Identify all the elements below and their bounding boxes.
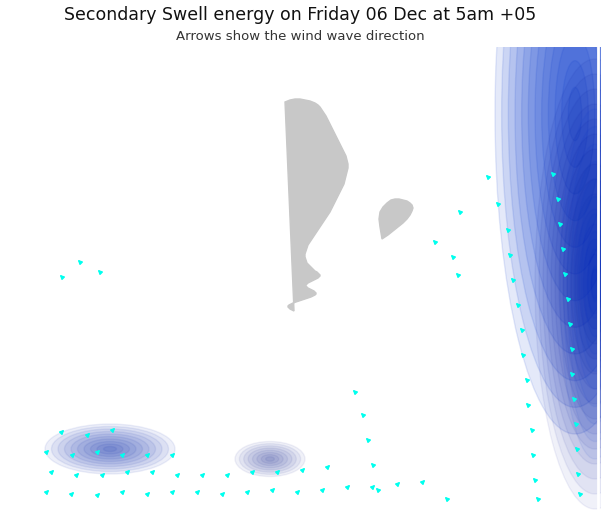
Ellipse shape xyxy=(78,436,142,462)
Ellipse shape xyxy=(84,439,136,459)
Ellipse shape xyxy=(585,231,601,337)
Ellipse shape xyxy=(502,0,601,407)
Ellipse shape xyxy=(571,194,601,374)
Ellipse shape xyxy=(266,457,275,461)
Ellipse shape xyxy=(559,149,601,419)
Ellipse shape xyxy=(564,126,601,442)
Ellipse shape xyxy=(71,434,149,464)
Ellipse shape xyxy=(58,429,162,469)
Ellipse shape xyxy=(551,119,601,449)
Ellipse shape xyxy=(508,0,601,381)
Ellipse shape xyxy=(257,452,283,466)
Ellipse shape xyxy=(555,134,601,434)
Ellipse shape xyxy=(543,89,601,479)
Ellipse shape xyxy=(45,424,175,474)
Ellipse shape xyxy=(579,224,601,344)
Ellipse shape xyxy=(562,61,588,168)
Ellipse shape xyxy=(547,104,601,464)
Ellipse shape xyxy=(542,0,601,247)
Ellipse shape xyxy=(588,249,601,319)
Ellipse shape xyxy=(591,266,599,302)
Polygon shape xyxy=(379,199,413,239)
Ellipse shape xyxy=(548,7,601,221)
Ellipse shape xyxy=(587,254,601,314)
Ellipse shape xyxy=(535,59,601,509)
Ellipse shape xyxy=(261,454,279,464)
Ellipse shape xyxy=(528,0,601,301)
Ellipse shape xyxy=(563,164,601,404)
Ellipse shape xyxy=(244,446,296,472)
Ellipse shape xyxy=(522,0,601,327)
Ellipse shape xyxy=(591,269,599,299)
Ellipse shape xyxy=(578,196,601,372)
Ellipse shape xyxy=(560,109,601,459)
Ellipse shape xyxy=(495,0,601,434)
Ellipse shape xyxy=(574,179,601,389)
Ellipse shape xyxy=(52,427,168,471)
Ellipse shape xyxy=(239,444,300,474)
Ellipse shape xyxy=(91,442,129,456)
Ellipse shape xyxy=(252,450,287,468)
Ellipse shape xyxy=(248,448,292,470)
Ellipse shape xyxy=(567,179,601,389)
Ellipse shape xyxy=(555,34,595,194)
Polygon shape xyxy=(285,99,348,311)
Ellipse shape xyxy=(535,0,601,274)
Ellipse shape xyxy=(567,144,601,424)
Ellipse shape xyxy=(569,87,582,141)
Ellipse shape xyxy=(583,239,601,329)
Ellipse shape xyxy=(235,442,305,476)
Ellipse shape xyxy=(64,431,156,467)
Ellipse shape xyxy=(515,0,601,354)
Ellipse shape xyxy=(97,444,123,454)
Ellipse shape xyxy=(575,209,601,359)
Ellipse shape xyxy=(103,447,117,451)
Ellipse shape xyxy=(581,214,601,354)
Text: Secondary Swell energy on Friday 06 Dec at 5am +05: Secondary Swell energy on Friday 06 Dec … xyxy=(64,6,537,24)
Text: Arrows show the wind wave direction: Arrows show the wind wave direction xyxy=(176,30,425,43)
Ellipse shape xyxy=(570,161,601,407)
Ellipse shape xyxy=(539,74,601,494)
